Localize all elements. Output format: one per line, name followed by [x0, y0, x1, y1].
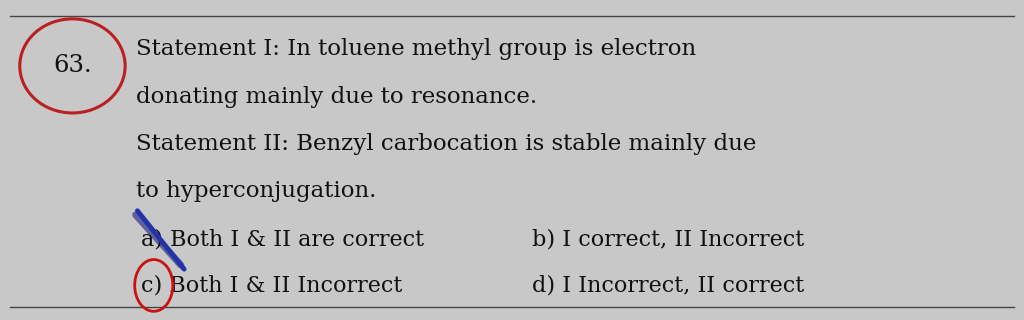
- Text: d) I Incorrect, II correct: d) I Incorrect, II correct: [532, 275, 804, 296]
- Text: b) I correct, II Incorrect: b) I correct, II Incorrect: [532, 229, 804, 251]
- Text: Statement II: Benzyl carbocation is stable mainly due: Statement II: Benzyl carbocation is stab…: [135, 133, 756, 155]
- Text: donating mainly due to resonance.: donating mainly due to resonance.: [135, 86, 537, 108]
- Text: c) Both I & II Incorrect: c) Both I & II Incorrect: [140, 275, 402, 296]
- Text: a) Both I & II are correct: a) Both I & II are correct: [140, 229, 424, 251]
- Text: to hyperconjugation.: to hyperconjugation.: [135, 180, 376, 202]
- Text: Statement I: In toluene methyl group is electron: Statement I: In toluene methyl group is …: [135, 38, 695, 60]
- Text: 63.: 63.: [53, 54, 92, 77]
